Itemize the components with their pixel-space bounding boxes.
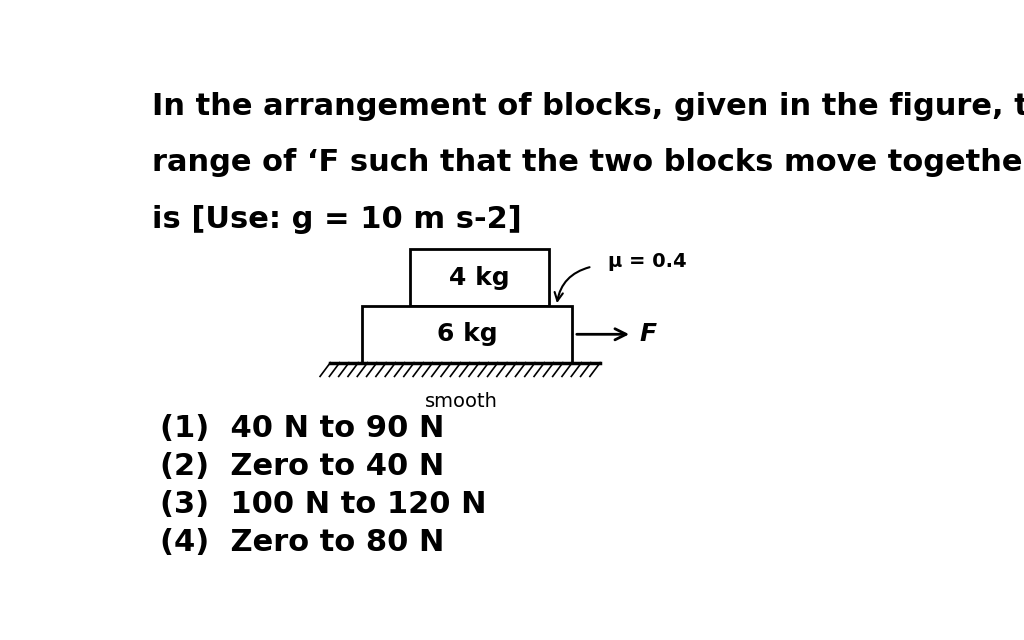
Text: is [Use: g = 10 m s-2]: is [Use: g = 10 m s-2] xyxy=(152,205,521,234)
Text: (3)  100 N to 120 N: (3) 100 N to 120 N xyxy=(160,490,486,519)
Text: F: F xyxy=(640,323,657,346)
Text: smooth: smooth xyxy=(425,392,498,411)
Bar xyxy=(410,249,549,306)
Text: range of ‘F such that the two blocks move together,: range of ‘F such that the two blocks mov… xyxy=(152,148,1024,177)
Text: μ = 0.4: μ = 0.4 xyxy=(608,252,687,271)
Text: (2)  Zero to 40 N: (2) Zero to 40 N xyxy=(160,452,444,481)
Text: 4 kg: 4 kg xyxy=(449,266,510,290)
Text: (1)  40 N to 90 N: (1) 40 N to 90 N xyxy=(160,414,444,444)
Text: (4)  Zero to 80 N: (4) Zero to 80 N xyxy=(160,528,444,557)
Bar xyxy=(362,306,572,363)
Text: In the arrangement of blocks, given in the figure, the: In the arrangement of blocks, given in t… xyxy=(152,92,1024,120)
Text: 6 kg: 6 kg xyxy=(437,323,498,346)
